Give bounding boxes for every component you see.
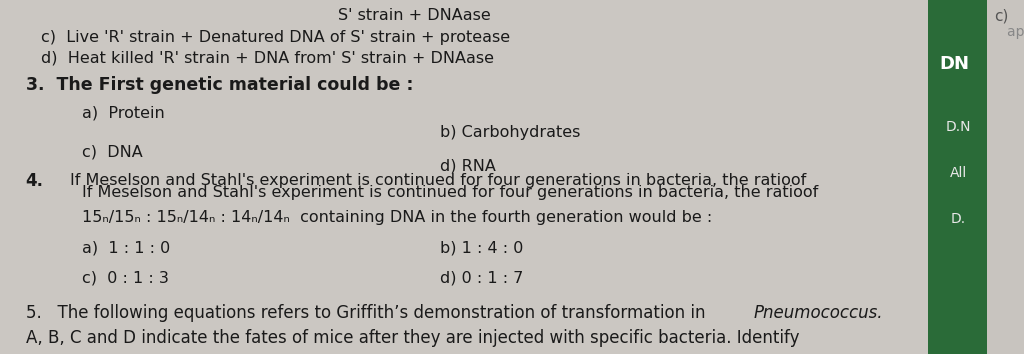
Text: If Meselson and Stahl's experiment is continued for four generations in bacteria: If Meselson and Stahl's experiment is co… <box>70 173 806 188</box>
FancyBboxPatch shape <box>928 0 987 354</box>
Text: c)  DNA: c) DNA <box>82 145 142 160</box>
Text: b) 1 : 4 : 0: b) 1 : 4 : 0 <box>440 240 523 255</box>
Text: 4.: 4. <box>25 172 43 189</box>
Text: a)  1 : 1 : 0: a) 1 : 1 : 0 <box>82 240 170 255</box>
Text: 3.  The First genetic material could be :: 3. The First genetic material could be : <box>26 76 413 94</box>
Text: c)  Live 'R' strain + Denatured DNA of S' strain + protease: c) Live 'R' strain + Denatured DNA of S'… <box>41 30 510 45</box>
Text: D.N: D.N <box>946 120 971 135</box>
Text: 15ₙ/15ₙ : 15ₙ/14ₙ : 14ₙ/14ₙ  containing DNA in the fourth generation would be :: 15ₙ/15ₙ : 15ₙ/14ₙ : 14ₙ/14ₙ containing D… <box>82 210 712 225</box>
Text: D.: D. <box>951 212 966 227</box>
Text: 5.   The following equations refers to Griffith’s demonstration of transformatio: 5. The following equations refers to Gri… <box>26 304 711 322</box>
Text: S' strain + DNAase: S' strain + DNAase <box>338 8 490 23</box>
Text: All: All <box>950 166 967 181</box>
Text: Pneumococcus.: Pneumococcus. <box>754 304 883 322</box>
Text: If Meselson and Stahl's experiment is continued for four generations in bacteria: If Meselson and Stahl's experiment is co… <box>82 185 818 200</box>
Text: DN: DN <box>939 55 970 73</box>
Text: d) 0 : 1 : 7: d) 0 : 1 : 7 <box>440 270 523 285</box>
Text: ap u: ap u <box>1007 25 1024 39</box>
Text: d)  Heat killed 'R' strain + DNA from' S' strain + DNAase: d) Heat killed 'R' strain + DNA from' S'… <box>41 51 494 66</box>
Text: A, B, C and D indicate the fates of mice after they are injected with specific b: A, B, C and D indicate the fates of mice… <box>26 329 799 347</box>
FancyBboxPatch shape <box>987 0 1024 354</box>
Text: a)  Protein: a) Protein <box>82 106 165 121</box>
Text: d) RNA: d) RNA <box>440 159 497 174</box>
Text: c)  0 : 1 : 3: c) 0 : 1 : 3 <box>82 270 169 285</box>
Text: c): c) <box>994 8 1009 23</box>
Text: b) Carbohydrates: b) Carbohydrates <box>440 125 581 140</box>
